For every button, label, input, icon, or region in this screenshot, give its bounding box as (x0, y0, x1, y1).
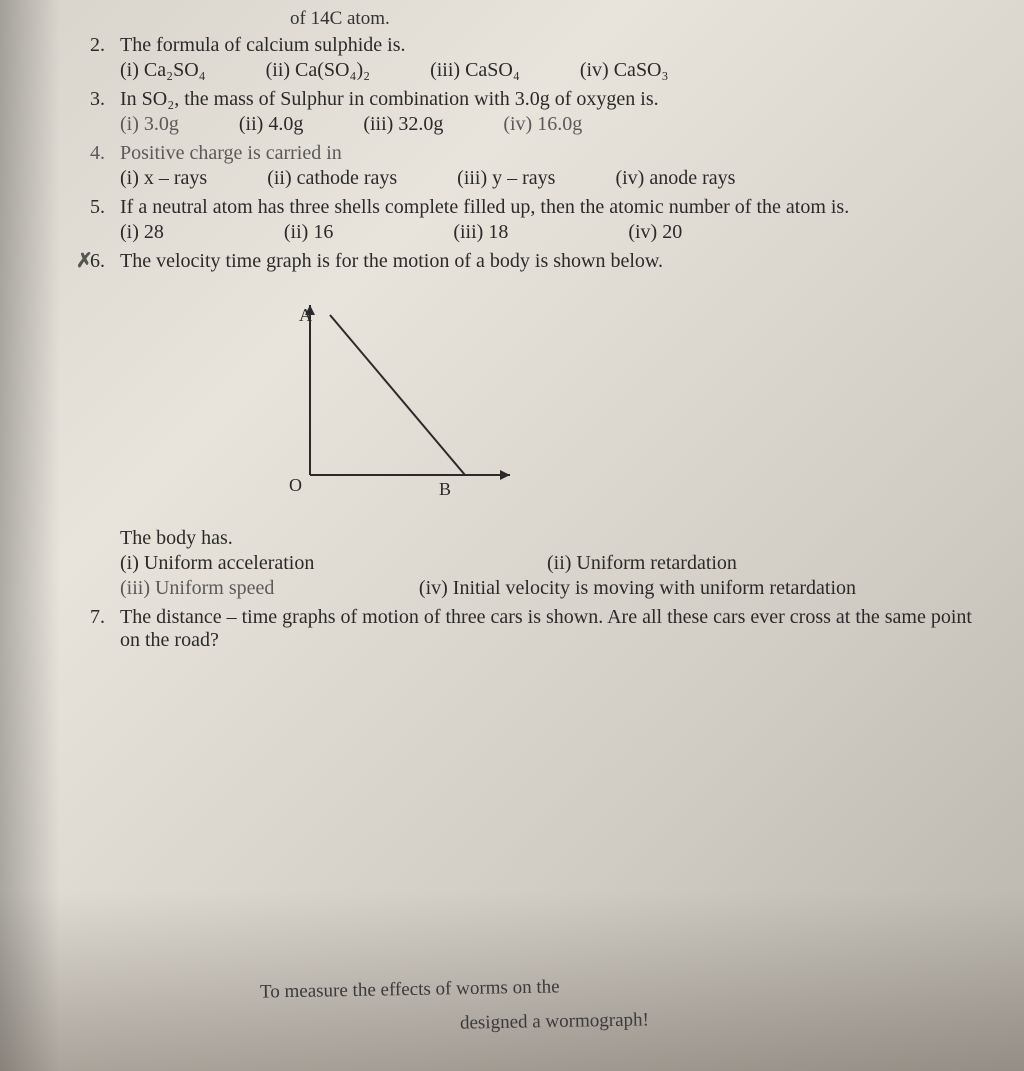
q4-text: Positive charge is carried in (120, 142, 974, 165)
q2-option-i: (i) Ca₂SO₄ (120, 59, 206, 82)
q4-option-ii: (ii) cathode rays (267, 167, 397, 190)
question-3: 3. In SO₂, the mass of Sulphur in combin… (90, 88, 974, 136)
q6-number: 6. (90, 250, 120, 273)
q3-number: 3. (90, 88, 120, 111)
svg-text:A: A (299, 305, 312, 325)
q3-option-i: (i) 3.0g (120, 113, 179, 136)
q2-option-iv: (iv) CaSO₃ (580, 59, 669, 82)
q5-option-iii: (iii) 18 (453, 221, 508, 244)
q6-body-text: The body has. (90, 527, 974, 550)
question-6: 6. The velocity time graph is for the mo… (90, 250, 974, 600)
question-7: 7. The distance – time graphs of motion … (90, 606, 974, 652)
q6-option-ii: (ii) Uniform retardation (547, 552, 974, 575)
q2-text: The formula of calcium sulphide is. (120, 34, 974, 57)
q2-option-iii: (iii) CaSO₄ (430, 59, 520, 82)
q5-number: 5. (90, 196, 120, 219)
q2-option-ii: (ii) Ca(SO₄)₂ (266, 59, 370, 82)
footer-line-2: designed a wormograph! (460, 1009, 649, 1034)
svg-text:B: B (439, 479, 451, 499)
graph-svg: A B O (270, 285, 530, 505)
q5-text: If a neutral atom has three shells compl… (120, 196, 974, 219)
q4-option-iv: (iv) anode rays (615, 167, 735, 190)
question-4: 4. Positive charge is carried in (i) x –… (90, 142, 974, 190)
q5-option-ii: (ii) 16 (284, 221, 333, 244)
q3-option-iii: (iii) 32.0g (363, 113, 443, 136)
question-2: 2. The formula of calcium sulphide is. (… (90, 34, 974, 82)
q4-number: 4. (90, 142, 120, 165)
q6-option-i: (i) Uniform acceleration (120, 552, 547, 575)
q6-text: The velocity time graph is for the motio… (120, 250, 974, 273)
q6-option-iv: (iv) Initial velocity is moving with uni… (419, 577, 974, 600)
partial-visible-top: of 14C atom. (90, 8, 974, 30)
q3-text: In SO₂, the mass of Sulphur in combinati… (120, 88, 974, 111)
q3-option-ii: (ii) 4.0g (239, 113, 303, 136)
page-shadow-left (0, 0, 60, 1071)
footer-line-1: To measure the effects of worms on the (260, 976, 560, 1003)
q7-text: The distance – time graphs of motion of … (120, 606, 974, 652)
q5-option-iv: (iv) 20 (628, 221, 682, 244)
svg-text:O: O (289, 475, 302, 495)
q5-option-i: (i) 28 (120, 221, 164, 244)
q6-option-iii: (iii) Uniform speed (120, 577, 419, 600)
q7-number: 7. (90, 606, 120, 629)
q2-number: 2. (90, 34, 120, 57)
velocity-time-graph: A B O (90, 285, 974, 511)
question-5: 5. If a neutral atom has three shells co… (90, 196, 974, 244)
q4-option-i: (i) x – rays (120, 167, 207, 190)
q3-option-iv: (iv) 16.0g (503, 113, 582, 136)
q4-option-iii: (iii) y – rays (457, 167, 555, 190)
